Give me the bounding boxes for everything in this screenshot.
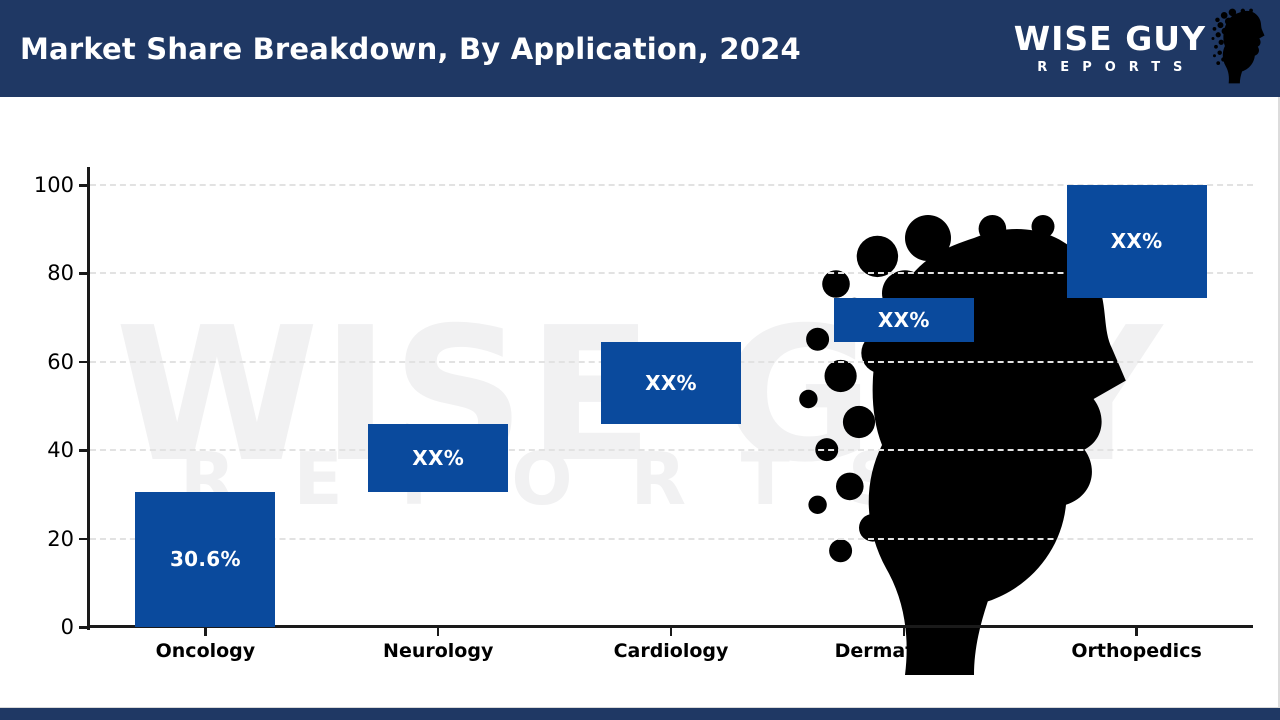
bar-neurology: XX%	[368, 423, 509, 492]
gridline-100	[90, 184, 1253, 186]
head-profile-dots-icon	[1211, 8, 1265, 84]
x-category-label-dermatology: Dermatology	[834, 640, 973, 662]
y-tick-mark-20	[79, 537, 87, 541]
x-category-label-neurology: Neurology	[383, 640, 494, 662]
y-tick-label-60: 60	[47, 349, 74, 374]
footer-divider	[0, 707, 1280, 708]
gridline-20	[90, 537, 1253, 540]
x-category-label-oncology: Oncology	[155, 640, 256, 662]
bar-value-label-neurology: XX%	[412, 445, 465, 470]
wise-guy-reports-logo: WISE GUY REPORTS	[1014, 8, 1266, 84]
gridline-40	[90, 449, 1253, 452]
y-tick-label-80: 80	[47, 261, 74, 286]
header-bar: Market Share Breakdown, By Application, …	[0, 0, 1280, 97]
x-tick-mark-neurology	[436, 628, 440, 636]
bar-value-label-cardiology: XX%	[645, 370, 697, 395]
x-axis-line	[87, 625, 1253, 628]
x-category-label-orthopedics: Orthopedics	[1071, 640, 1202, 662]
bar-value-label-oncology: 30.6%	[169, 547, 241, 572]
bar-cardiology: XX%	[601, 341, 741, 424]
y-tick-mark-100	[79, 184, 87, 187]
chart-plot-area: WISE GUY REPORTS 02040608010030.6%Oncolo…	[0, 97, 1280, 707]
y-tick-mark-60	[79, 360, 87, 364]
y-tick-mark-40	[79, 449, 87, 452]
bar-value-label-orthopedics: XX%	[1110, 229, 1163, 254]
y-tick-label-100: 100	[33, 173, 74, 197]
y-axis-line	[87, 167, 90, 630]
x-tick-mark-dermatology	[902, 628, 906, 636]
gridline-80	[90, 272, 1253, 275]
bar-orthopedics: XX%	[1066, 185, 1207, 298]
bar-oncology: 30.6%	[135, 491, 276, 627]
x-tick-mark-cardiology	[669, 628, 673, 636]
footer-bar	[0, 708, 1280, 720]
bar-dermatology: XX%	[833, 297, 974, 342]
y-tick-mark-0	[79, 626, 87, 629]
y-tick-label-20: 20	[47, 526, 74, 551]
x-category-label-cardiology: Cardiology	[613, 640, 729, 662]
page-title: Market Share Breakdown, By Application, …	[20, 31, 801, 66]
x-tick-mark-oncology	[204, 628, 207, 636]
bar-value-label-dermatology: XX%	[877, 307, 930, 332]
logo-subtext: REPORTS	[1037, 59, 1196, 75]
y-tick-label-40: 40	[47, 438, 74, 463]
x-tick-mark-orthopedics	[1135, 628, 1138, 636]
y-tick-mark-80	[79, 272, 87, 275]
logo-wordmark: WISE GUY	[1013, 19, 1206, 58]
y-tick-label-0: 0	[60, 615, 74, 639]
